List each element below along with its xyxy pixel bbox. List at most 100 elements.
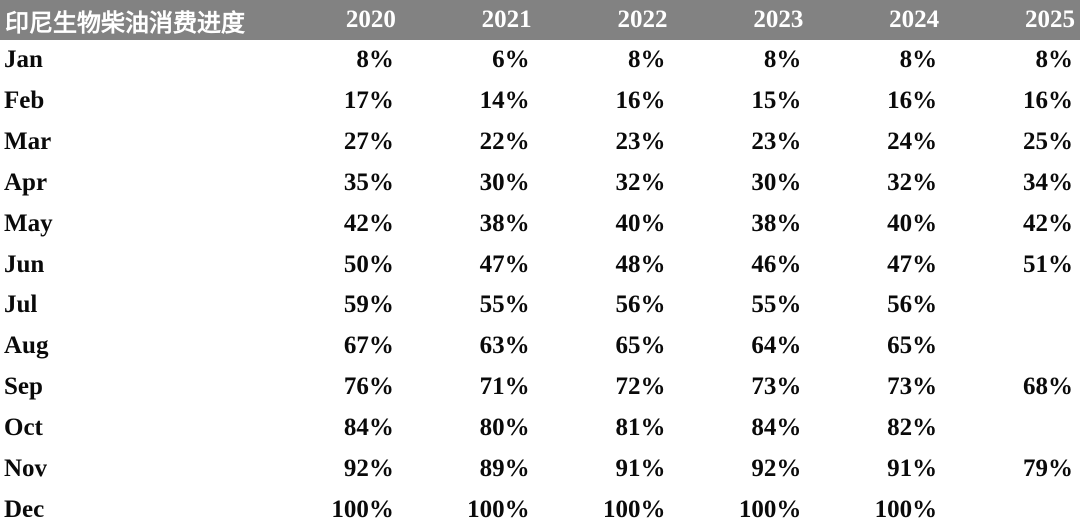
value-cell: 100% xyxy=(536,489,673,530)
value-cell: 55% xyxy=(400,284,537,326)
value-cell: 91% xyxy=(808,448,945,490)
table-row: Jul 59% 55% 56% 55% 56% xyxy=(0,284,1080,326)
value-cell: 100% xyxy=(400,489,537,530)
year-header-2025: 2025 xyxy=(944,0,1080,40)
value-cell: 65% xyxy=(808,325,945,367)
month-label: Jun xyxy=(0,244,265,285)
table-row: Nov 92% 89% 91% 92% 91% 79% xyxy=(0,448,1080,490)
value-cell: 47% xyxy=(400,244,537,285)
value-cell: 40% xyxy=(808,203,945,245)
value-cell: 92% xyxy=(672,448,809,490)
month-label: Dec xyxy=(0,489,265,530)
value-cell: 63% xyxy=(400,325,537,367)
value-cell: 25% xyxy=(944,121,1080,163)
month-label: May xyxy=(0,203,265,245)
value-cell: 59% xyxy=(265,284,401,326)
value-cell: 56% xyxy=(536,284,673,326)
table-row: Apr 35% 30% 32% 30% 32% 34% xyxy=(0,162,1080,204)
value-cell: 92% xyxy=(265,448,401,490)
value-cell: 71% xyxy=(400,366,537,408)
value-cell: 51% xyxy=(944,244,1080,285)
value-cell: 79% xyxy=(944,448,1080,490)
value-cell xyxy=(944,284,1080,326)
value-cell: 100% xyxy=(808,489,945,530)
value-cell: 38% xyxy=(400,203,537,245)
value-cell: 81% xyxy=(536,407,673,449)
value-cell: 100% xyxy=(672,489,809,530)
value-cell: 23% xyxy=(672,121,809,163)
value-cell: 76% xyxy=(265,366,401,408)
table-header: 印尼生物柴油消费进度 2020 2021 2022 2023 2024 2025 xyxy=(0,0,1080,40)
value-cell: 56% xyxy=(808,284,945,326)
value-cell: 46% xyxy=(672,244,809,285)
value-cell: 64% xyxy=(672,325,809,367)
table-row: Feb 17% 14% 16% 15% 16% 16% xyxy=(0,80,1080,122)
month-label: Feb xyxy=(0,80,265,122)
table-row: Aug 67% 63% 65% 64% 65% xyxy=(0,325,1080,367)
year-header-2020: 2020 xyxy=(265,0,401,40)
value-cell: 100% xyxy=(265,489,401,530)
value-cell: 6% xyxy=(400,40,537,81)
table-body: Jan 8% 6% 8% 8% 8% 8% Feb 17% 14% 16% 15% 16% 16% Mar 2… xyxy=(0,40,1080,530)
value-cell: 8% xyxy=(536,40,673,81)
value-cell: 73% xyxy=(672,366,809,408)
value-cell: 34% xyxy=(944,162,1080,204)
table-row: Jun 50% 47% 48% 46% 47% 51% xyxy=(0,244,1080,285)
value-cell: 27% xyxy=(265,121,401,163)
value-cell: 24% xyxy=(808,121,945,163)
value-cell: 15% xyxy=(672,80,809,122)
table-row: Jan 8% 6% 8% 8% 8% 8% xyxy=(0,40,1080,81)
value-cell xyxy=(944,489,1080,530)
value-cell: 16% xyxy=(808,80,945,122)
year-header-2021: 2021 xyxy=(400,0,537,40)
value-cell: 32% xyxy=(536,162,673,204)
value-cell: 68% xyxy=(944,366,1080,408)
value-cell: 14% xyxy=(400,80,537,122)
value-cell: 32% xyxy=(808,162,945,204)
value-cell: 65% xyxy=(536,325,673,367)
value-cell: 80% xyxy=(400,407,537,449)
month-label: Aug xyxy=(0,325,265,367)
table-row: Sep 76% 71% 72% 73% 73% 68% xyxy=(0,366,1080,408)
year-header-2024: 2024 xyxy=(808,0,945,40)
value-cell: 72% xyxy=(536,366,673,408)
value-cell: 50% xyxy=(265,244,401,285)
value-cell: 42% xyxy=(944,203,1080,245)
value-cell: 8% xyxy=(672,40,809,81)
value-cell: 8% xyxy=(265,40,401,81)
value-cell: 84% xyxy=(265,407,401,449)
value-cell: 17% xyxy=(265,80,401,122)
month-label: Jul xyxy=(0,284,265,326)
value-cell: 73% xyxy=(808,366,945,408)
table-row: Oct 84% 80% 81% 84% 82% xyxy=(0,407,1080,449)
month-label: Mar xyxy=(0,121,265,163)
table-title: 印尼生物柴油消费进度 xyxy=(0,0,265,40)
value-cell: 89% xyxy=(400,448,537,490)
value-cell xyxy=(944,407,1080,449)
table-row: Dec 100% 100% 100% 100% 100% xyxy=(0,489,1080,530)
table-row: Mar 27% 22% 23% 23% 24% 25% xyxy=(0,121,1080,163)
table-row: May 42% 38% 40% 38% 40% 42% xyxy=(0,203,1080,245)
value-cell: 23% xyxy=(536,121,673,163)
value-cell: 84% xyxy=(672,407,809,449)
month-label: Jan xyxy=(0,40,265,81)
value-cell: 38% xyxy=(672,203,809,245)
value-cell xyxy=(944,325,1080,367)
month-label: Sep xyxy=(0,366,265,408)
value-cell: 55% xyxy=(672,284,809,326)
value-cell: 22% xyxy=(400,121,537,163)
value-cell: 30% xyxy=(672,162,809,204)
month-label: Oct xyxy=(0,407,265,449)
value-cell: 48% xyxy=(536,244,673,285)
value-cell: 40% xyxy=(536,203,673,245)
value-cell: 82% xyxy=(808,407,945,449)
value-cell: 16% xyxy=(944,80,1080,122)
value-cell: 47% xyxy=(808,244,945,285)
year-header-2022: 2022 xyxy=(536,0,673,40)
year-header-2023: 2023 xyxy=(672,0,809,40)
value-cell: 8% xyxy=(808,40,945,81)
header-row: 印尼生物柴油消费进度 2020 2021 2022 2023 2024 2025 xyxy=(0,0,1080,40)
value-cell: 91% xyxy=(536,448,673,490)
value-cell: 8% xyxy=(944,40,1080,81)
